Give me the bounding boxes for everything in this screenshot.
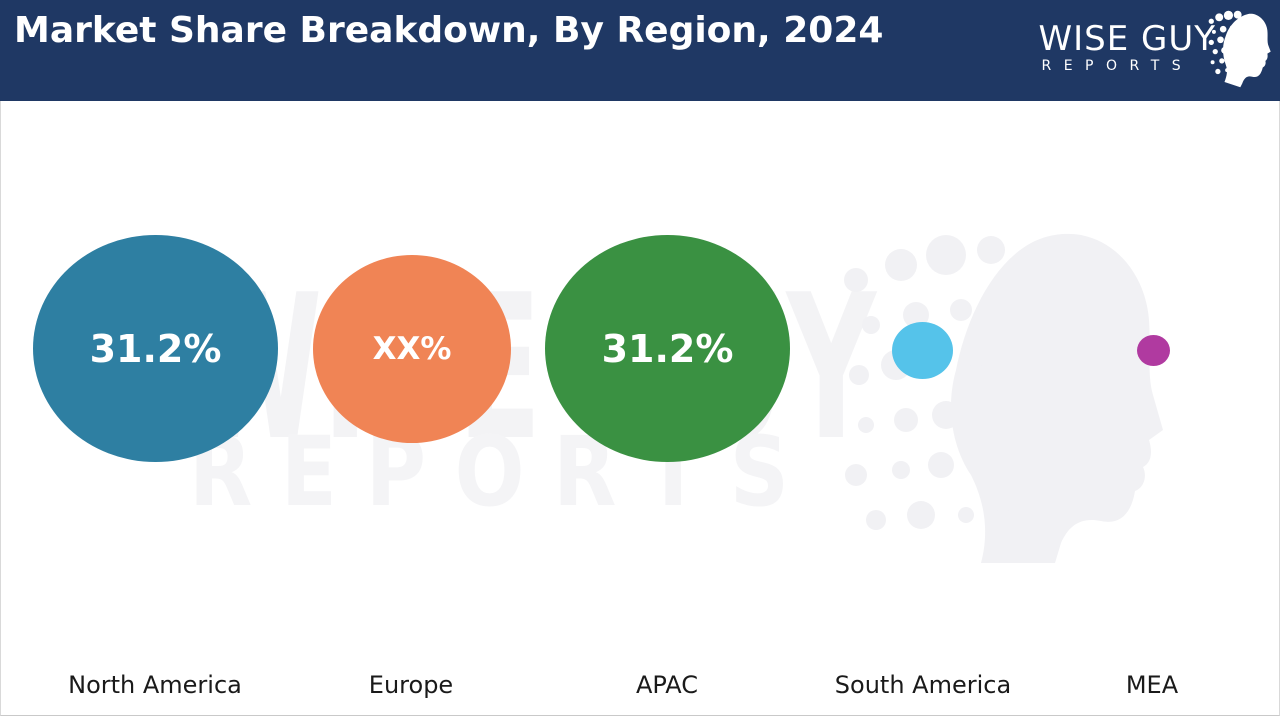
bubble-north-america: 31.2% <box>33 235 278 462</box>
bubble-value-label: XX% <box>372 331 452 367</box>
category-label-south-america: South America <box>834 671 1012 699</box>
header-bar: Market Share Breakdown, By Region, 2024 … <box>0 0 1280 101</box>
bubble-south-america <box>892 322 953 379</box>
bubble-mea <box>1137 335 1170 366</box>
wise-guy-logo: WISE GUY REPORTS <box>1038 4 1272 98</box>
category-label-north-america: North America <box>68 671 242 699</box>
page-title: Market Share Breakdown, By Region, 2024 <box>14 10 884 51</box>
logo-subtext: REPORTS <box>1041 58 1194 75</box>
logo-wordmark: WISE GUY <box>1038 18 1216 59</box>
bubble-value-label: 31.2% <box>89 326 222 371</box>
category-label-apac: APAC <box>635 671 699 699</box>
watermark-head-icon <box>844 233 1163 563</box>
bubble-apac: 31.2% <box>545 235 790 462</box>
bubble-value-label: 31.2% <box>601 326 734 371</box>
category-label-europe: Europe <box>368 671 454 699</box>
wiseguy-head-icon <box>1208 10 1271 88</box>
category-label-mea: MEA <box>1125 671 1179 699</box>
chart-area: WISE GUY R E P O R T S 31.2% XX% 31.2% N… <box>0 101 1280 716</box>
bubble-europe: XX% <box>313 255 511 443</box>
